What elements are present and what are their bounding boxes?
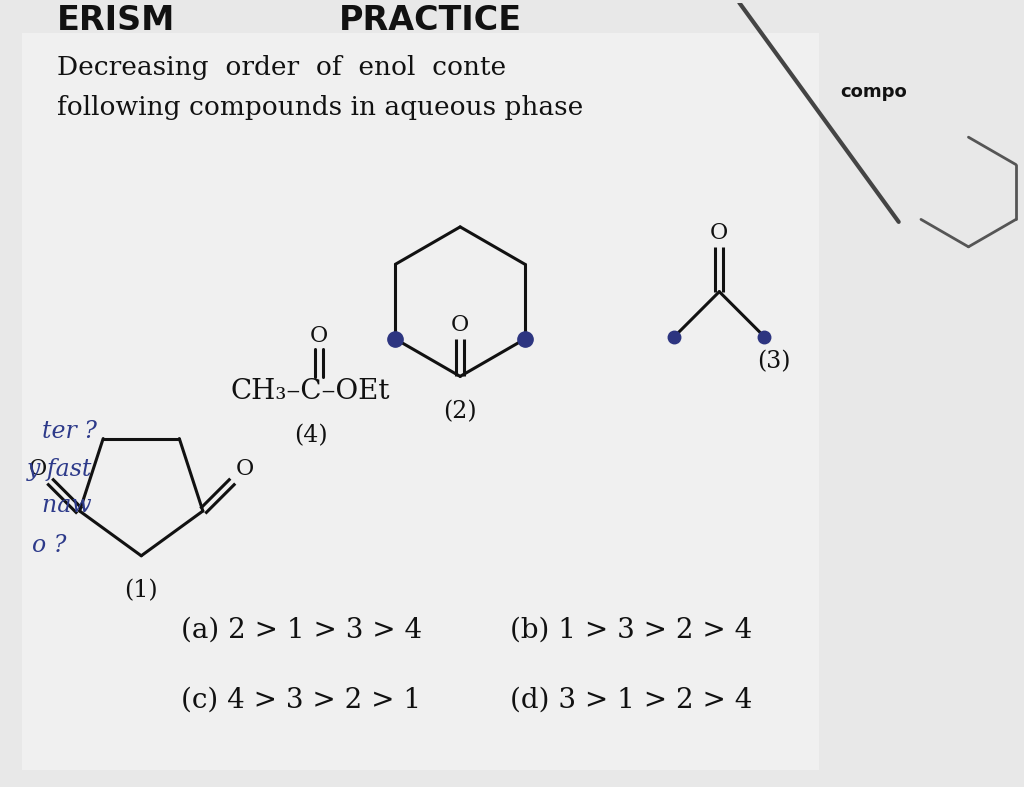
Text: O: O xyxy=(236,458,254,480)
Text: y fast: y fast xyxy=(27,457,92,481)
Text: (1): (1) xyxy=(125,579,158,602)
Text: (b) 1 > 3 > 2 > 4: (b) 1 > 3 > 2 > 4 xyxy=(510,617,753,644)
Text: O: O xyxy=(29,458,47,480)
Text: following compounds in aqueous phase: following compounds in aqueous phase xyxy=(56,94,583,120)
Text: (2): (2) xyxy=(443,400,477,423)
Text: (4): (4) xyxy=(294,425,328,448)
Text: compo: compo xyxy=(841,83,907,102)
Text: (d) 3 > 1 > 2 > 4: (d) 3 > 1 > 2 > 4 xyxy=(510,687,753,714)
Text: PRACTICE: PRACTICE xyxy=(339,4,522,37)
Bar xyxy=(22,32,819,770)
Text: (3): (3) xyxy=(758,350,791,373)
Text: naw: naw xyxy=(27,494,91,517)
Text: O: O xyxy=(711,222,728,244)
Text: (a) 2 > 1 > 3 > 4: (a) 2 > 1 > 3 > 4 xyxy=(181,617,422,644)
Text: ter ?: ter ? xyxy=(42,419,96,443)
Text: Decreasing  order  of  enol  conte: Decreasing order of enol conte xyxy=(56,55,506,80)
Text: O: O xyxy=(451,313,469,335)
Text: ERISM: ERISM xyxy=(56,4,175,37)
Text: (c) 4 > 3 > 2 > 1: (c) 4 > 3 > 2 > 1 xyxy=(181,687,421,714)
Text: o ?: o ? xyxy=(32,534,66,557)
Text: O: O xyxy=(309,324,328,346)
Text: CH₃–C–OEt: CH₃–C–OEt xyxy=(231,378,390,405)
